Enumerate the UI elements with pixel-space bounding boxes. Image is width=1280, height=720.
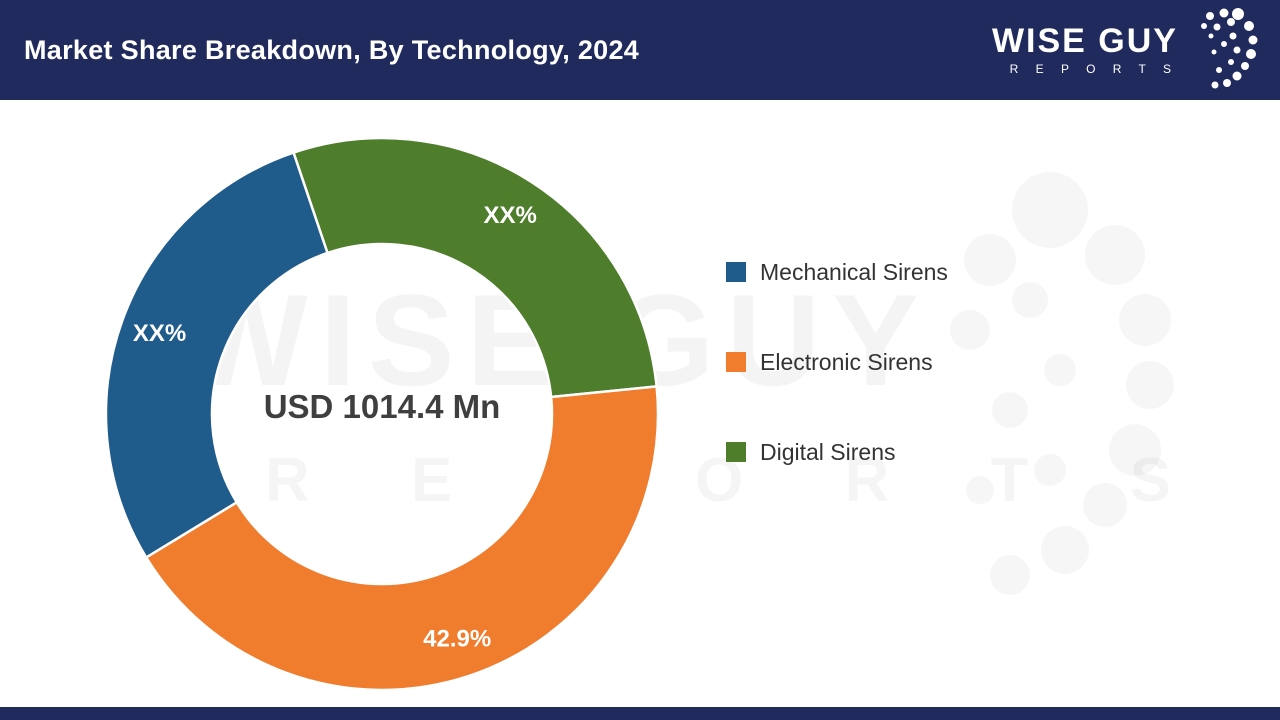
donut-segment-1	[144, 385, 660, 692]
donut-chart: XX% 42.9% XX%	[104, 136, 660, 692]
donut-segment-0	[291, 136, 658, 399]
brand-head-dots-icon	[1186, 5, 1258, 96]
brand-logo: WISE GUY R E P O R T S	[992, 5, 1258, 96]
donut-segment-2	[104, 150, 330, 560]
legend-item-electronic-sirens: Electronic Sirens	[726, 340, 948, 384]
watermark-text-line2: R E P O R T S	[265, 445, 1213, 516]
chart-legend: Mechanical Sirens Electronic Sirens Digi…	[726, 250, 948, 520]
segment-label-1: 42.9%	[423, 626, 491, 653]
legend-swatch-digital	[726, 442, 746, 462]
segment-label-2: XX%	[133, 320, 186, 347]
legend-label: Digital Sirens	[760, 438, 896, 465]
chart-center-value: USD 1014.4 Mn	[263, 388, 501, 425]
legend-swatch-electronic	[726, 352, 746, 372]
legend-label: Mechanical Sirens	[760, 258, 948, 285]
legend-swatch-mechanical	[726, 262, 746, 282]
legend-label: Electronic Sirens	[760, 348, 933, 375]
brand-logo-text: WISE GUY R E P O R T S	[992, 24, 1178, 76]
footer-bar	[0, 707, 1280, 720]
segment-label-0: XX%	[484, 202, 537, 229]
page-title: Market Share Breakdown, By Technology, 2…	[24, 34, 640, 65]
brand-name: WISE GUY	[991, 22, 1178, 60]
legend-item-digital-sirens: Digital Sirens	[726, 430, 948, 474]
header-bar: Market Share Breakdown, By Technology, 2…	[0, 0, 1280, 100]
legend-item-mechanical-sirens: Mechanical Sirens	[726, 250, 948, 294]
brand-subtitle: R E P O R T S	[1009, 62, 1178, 76]
